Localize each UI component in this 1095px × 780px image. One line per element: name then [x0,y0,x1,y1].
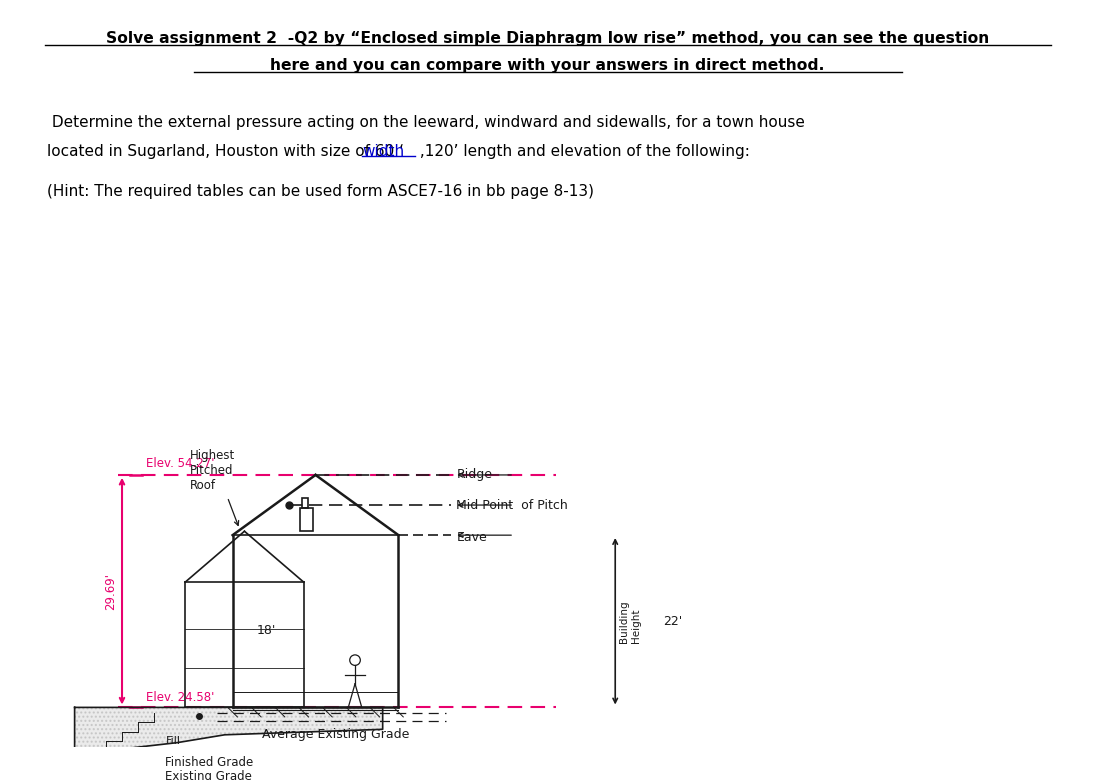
Text: Elev. 54.27': Elev. 54.27' [146,457,215,470]
Text: (Hint: The required tables can be used form ASCE7-16 in bb page 8-13): (Hint: The required tables can be used f… [47,184,595,199]
Text: Solve assignment 2  -Q2 by “Enclosed simple Diaphragm low rise” method, you can : Solve assignment 2 -Q2 by “Enclosed simp… [106,31,989,47]
Text: Highest
Pitched
Roof: Highest Pitched Roof [191,449,235,492]
Text: 29.69': 29.69' [104,573,117,610]
Text: Elev. 24.58': Elev. 24.58' [146,690,215,704]
Text: Average Existing Grade: Average Existing Grade [262,729,408,742]
Text: Mid Point  of Pitch: Mid Point of Pitch [457,498,568,512]
Text: Existing Grade: Existing Grade [165,770,252,780]
Text: located in Sugarland, Houston with size of 60 ‘: located in Sugarland, Houston with size … [47,144,410,159]
Text: Finished Grade: Finished Grade [165,756,254,769]
Text: Building
Height: Building Height [619,600,641,643]
Text: Determine the external pressure acting on the leeward, windward and sidewalls, f: Determine the external pressure acting o… [47,115,805,130]
Text: Ridge: Ridge [457,469,493,481]
Text: ,120’ length and elevation of the following:: ,120’ length and elevation of the follow… [415,144,750,159]
Bar [300,508,313,531]
Polygon shape [74,707,382,754]
Bar [301,498,308,508]
Text: width: width [362,144,404,159]
Text: 22': 22' [664,615,682,628]
Text: Eave: Eave [457,530,487,544]
Text: Fill: Fill [165,736,181,746]
Text: here and you can compare with your answers in direct method.: here and you can compare with your answe… [270,58,825,73]
Text: 18': 18' [256,624,276,637]
